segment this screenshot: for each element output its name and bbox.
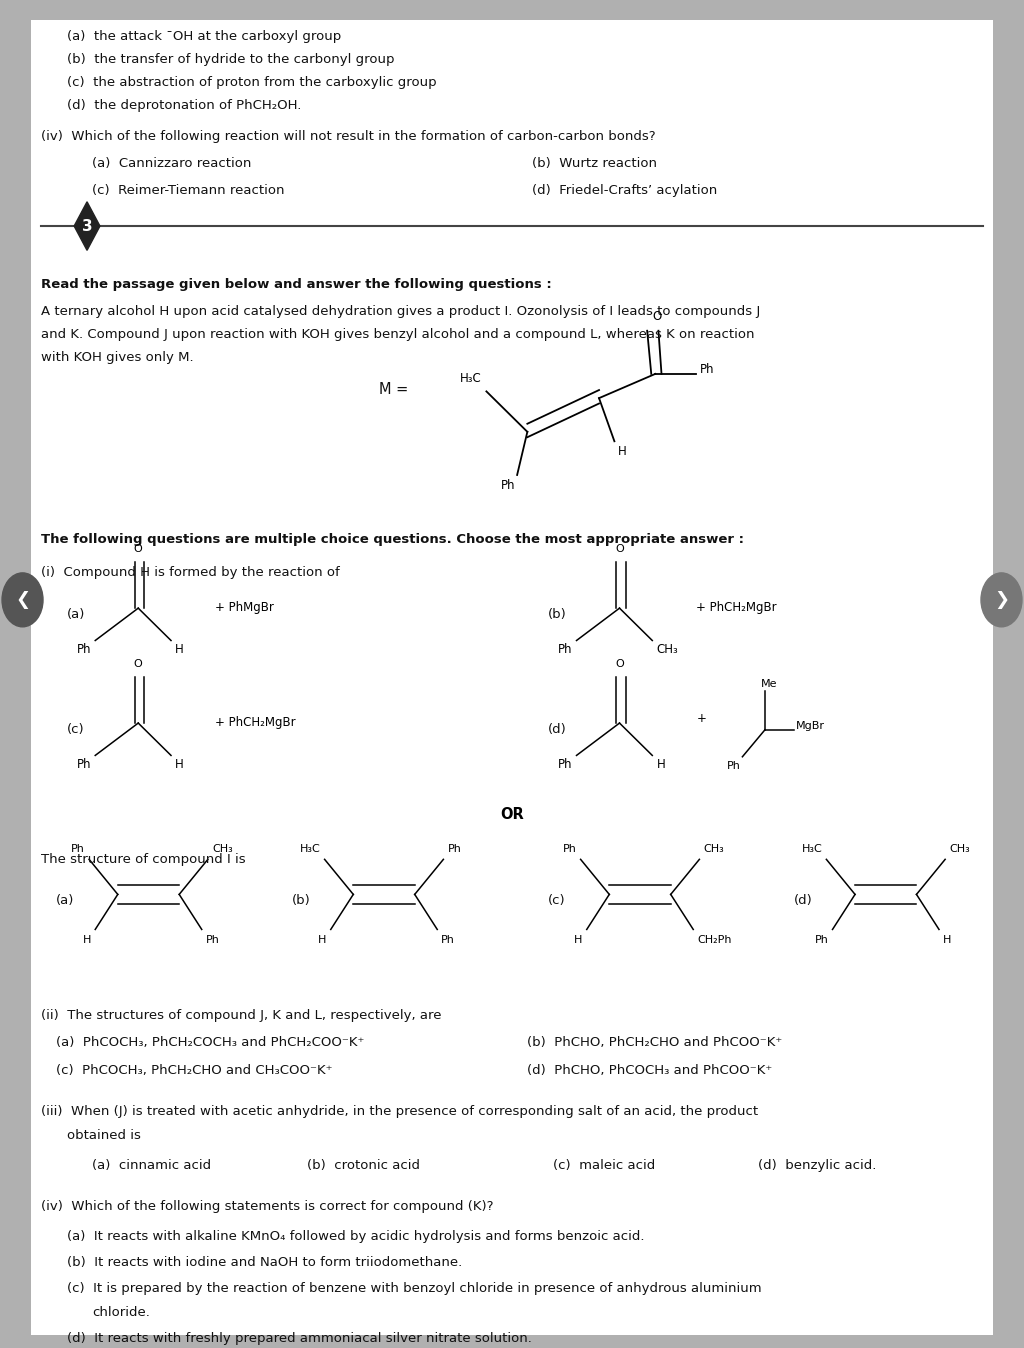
Text: Ph: Ph: [726, 760, 740, 771]
Text: Ph: Ph: [562, 844, 577, 855]
Text: (c)  the abstraction of proton from the carboxylic group: (c) the abstraction of proton from the c…: [67, 75, 436, 89]
Text: (c)  Reimer-Tiemann reaction: (c) Reimer-Tiemann reaction: [92, 185, 285, 197]
Text: obtained is: obtained is: [67, 1130, 140, 1143]
Text: The following questions are multiple choice questions. Choose the most appropria: The following questions are multiple cho…: [41, 532, 744, 546]
Text: Ph: Ph: [77, 643, 91, 656]
Text: H: H: [574, 936, 583, 945]
Text: Ph: Ph: [447, 844, 462, 855]
Text: CH₃: CH₃: [949, 844, 970, 855]
Text: and K. Compound J upon reaction with KOH gives benzyl alcohol and a compound L, : and K. Compound J upon reaction with KOH…: [41, 329, 755, 341]
Text: (b)  the transfer of hydride to the carbonyl group: (b) the transfer of hydride to the carbo…: [67, 53, 394, 66]
Text: (c)  maleic acid: (c) maleic acid: [553, 1159, 655, 1171]
Text: with KOH gives only M.: with KOH gives only M.: [41, 352, 194, 364]
Text: (iv)  Which of the following statements is correct for compound (K)?: (iv) Which of the following statements i…: [41, 1201, 494, 1213]
Text: Ph: Ph: [441, 936, 456, 945]
Text: H: H: [83, 936, 91, 945]
Text: Read the passage given below and answer the following questions :: Read the passage given below and answer …: [41, 278, 552, 291]
Text: Ph: Ph: [206, 936, 220, 945]
Text: (d)  the deprotonation of PhCH₂OH.: (d) the deprotonation of PhCH₂OH.: [67, 98, 301, 112]
Polygon shape: [74, 202, 100, 251]
Text: (d): (d): [794, 895, 812, 907]
Text: (d)  PhCHO, PhCOCH₃ and PhCOO⁻K⁺: (d) PhCHO, PhCOCH₃ and PhCOO⁻K⁺: [527, 1064, 773, 1077]
Text: O: O: [652, 310, 663, 322]
Text: Me: Me: [761, 679, 777, 689]
Text: H: H: [656, 758, 666, 771]
Text: (d): (d): [548, 723, 566, 736]
Text: (d)  Friedel-Crafts’ acylation: (d) Friedel-Crafts’ acylation: [532, 185, 718, 197]
Text: (a): (a): [67, 608, 85, 621]
Text: H₃C: H₃C: [802, 844, 822, 855]
Text: (iv)  Which of the following reaction will not result in the formation of carbon: (iv) Which of the following reaction wil…: [41, 129, 655, 143]
Text: H: H: [318, 936, 327, 945]
Text: M =: M =: [379, 381, 409, 396]
Text: Ph: Ph: [558, 758, 572, 771]
Text: + PhCH₂MgBr: + PhCH₂MgBr: [696, 601, 777, 615]
Text: chloride.: chloride.: [92, 1306, 151, 1318]
Text: OR: OR: [500, 806, 524, 822]
Text: (a)  Cannizzaro reaction: (a) Cannizzaro reaction: [92, 158, 252, 170]
Circle shape: [981, 573, 1022, 627]
Text: (d)  benzylic acid.: (d) benzylic acid.: [758, 1159, 877, 1171]
Text: Ph: Ph: [501, 479, 515, 492]
Text: ❮: ❮: [15, 590, 30, 609]
Text: +: +: [696, 712, 707, 725]
Text: The structure of compound I is: The structure of compound I is: [41, 853, 246, 865]
Text: O: O: [134, 545, 142, 554]
Text: CH₃: CH₃: [656, 643, 678, 656]
Text: O: O: [134, 659, 142, 669]
Text: O: O: [615, 659, 624, 669]
Text: Ph: Ph: [699, 364, 714, 376]
Text: Ph: Ph: [77, 758, 91, 771]
Text: (b)  PhCHO, PhCH₂CHO and PhCOO⁻K⁺: (b) PhCHO, PhCH₂CHO and PhCOO⁻K⁺: [527, 1037, 782, 1050]
Text: (b): (b): [292, 895, 310, 907]
Text: ❯: ❯: [994, 590, 1009, 609]
Text: CH₃: CH₃: [703, 844, 724, 855]
Text: H: H: [943, 936, 951, 945]
Text: + PhMgBr: + PhMgBr: [215, 601, 273, 615]
Text: (a): (a): [56, 895, 75, 907]
Text: Ph: Ph: [558, 643, 572, 656]
Text: (c): (c): [67, 723, 84, 736]
Text: (b)  crotonic acid: (b) crotonic acid: [307, 1159, 420, 1171]
Text: (b)  It reacts with iodine and NaOH to form triiodomethane.: (b) It reacts with iodine and NaOH to fo…: [67, 1256, 462, 1268]
Text: 3: 3: [82, 218, 92, 233]
Text: (c): (c): [548, 895, 565, 907]
Text: H₃C: H₃C: [300, 844, 321, 855]
Text: CH₂Ph: CH₂Ph: [697, 936, 732, 945]
Text: H: H: [617, 445, 627, 458]
Text: Ph: Ph: [71, 844, 85, 855]
Text: (i)  Compound H is formed by the reaction of: (i) Compound H is formed by the reaction…: [41, 566, 340, 580]
Text: MgBr: MgBr: [796, 721, 824, 731]
FancyBboxPatch shape: [31, 20, 993, 1335]
Text: A ternary alcohol H upon acid catalysed dehydration gives a product I. Ozonolysi: A ternary alcohol H upon acid catalysed …: [41, 306, 760, 318]
Text: O: O: [615, 545, 624, 554]
Text: (b): (b): [548, 608, 566, 621]
Text: H₃C: H₃C: [460, 372, 481, 384]
Text: Ph: Ph: [814, 936, 828, 945]
Text: (c)  PhCOCH₃, PhCH₂CHO and CH₃COO⁻K⁺: (c) PhCOCH₃, PhCH₂CHO and CH₃COO⁻K⁺: [56, 1064, 333, 1077]
Text: (b)  Wurtz reaction: (b) Wurtz reaction: [532, 158, 657, 170]
Circle shape: [2, 573, 43, 627]
Text: + PhCH₂MgBr: + PhCH₂MgBr: [215, 716, 296, 729]
Text: (d)  It reacts with freshly prepared ammoniacal silver nitrate solution.: (d) It reacts with freshly prepared ammo…: [67, 1332, 531, 1345]
Text: (c)  It is prepared by the reaction of benzene with benzoyl chloride in presence: (c) It is prepared by the reaction of be…: [67, 1282, 761, 1295]
Text: H: H: [175, 758, 184, 771]
Text: (a)  PhCOCH₃, PhCH₂COCH₃ and PhCH₂COO⁻K⁺: (a) PhCOCH₃, PhCH₂COCH₃ and PhCH₂COO⁻K⁺: [56, 1037, 365, 1050]
Text: (a)  It reacts with alkaline KMnO₄ followed by acidic hydrolysis and forms benzo: (a) It reacts with alkaline KMnO₄ follow…: [67, 1229, 644, 1243]
Text: H: H: [175, 643, 184, 656]
Text: (iii)  When (J) is treated with acetic anhydride, in the presence of correspondi: (iii) When (J) is treated with acetic an…: [41, 1105, 758, 1119]
Text: (a)  the attack ¯OH at the carboxyl group: (a) the attack ¯OH at the carboxyl group: [67, 30, 341, 43]
Text: (ii)  The structures of compound J, K and L, respectively, are: (ii) The structures of compound J, K and…: [41, 1010, 441, 1022]
Text: (a)  cinnamic acid: (a) cinnamic acid: [92, 1159, 211, 1171]
Text: CH₃: CH₃: [212, 844, 232, 855]
